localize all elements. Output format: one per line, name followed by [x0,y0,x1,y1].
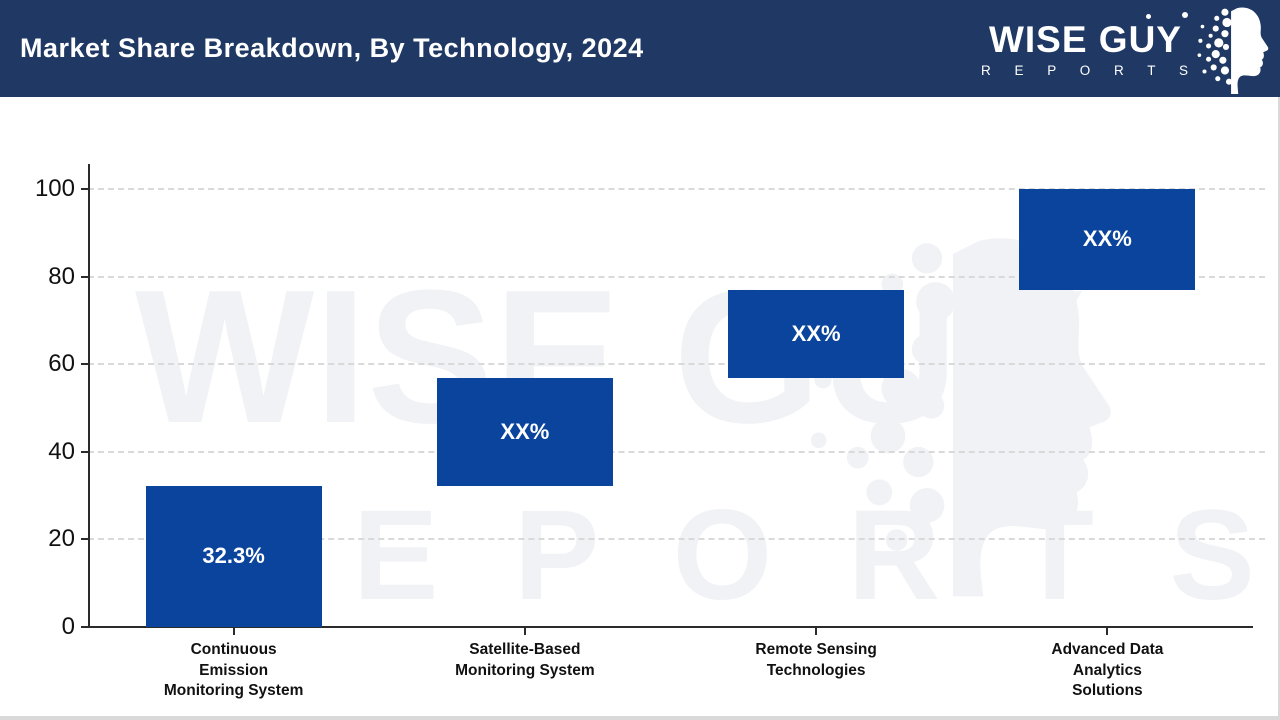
x-category-label-line: Monitoring System [163,682,304,699]
x-category-label-line: Remote Sensing [755,641,877,658]
y-axis-line [88,164,90,628]
x-category-label-line: Analytics [1072,661,1142,679]
wiseguy-face-logo-icon [1197,7,1269,94]
y-tick-mark [81,188,88,190]
waterfall-bar: XX% [1019,189,1196,290]
x-category-label-line: Monitoring System [455,661,595,679]
logo-accent-dot [1182,11,1188,18]
y-tick-mark [81,363,88,366]
x-category-label: Satellite-Based Monitoring System [385,640,665,681]
header-bar: Market Share Breakdown, By Technology, 2… [0,0,1280,97]
y-tick-label: 60 [48,350,75,378]
gridline-100 [88,188,1265,190]
y-tick-mark [81,450,88,453]
wiseguy-logo: WISE GUY R E P O R T S [973,3,1274,95]
waterfall-bar: XX% [728,289,905,379]
y-tick-label: 0 [61,613,75,640]
gridline-40 [88,450,1265,453]
y-tick-label: 20 [48,525,75,553]
x-category-label-line: Continuous [190,641,277,658]
x-category-label-line: Advanced Data [1051,641,1164,658]
logo-subtitle: R E P O R T S [980,62,1198,78]
x-category-label-line: Emission [199,661,269,679]
y-tick-label: 100 [34,175,75,202]
x-tick-mark [523,628,526,635]
bar-value-label: 32.3% [202,543,265,569]
y-tick-mark [81,626,88,628]
logo-wordmark: WISE GUY [988,18,1182,60]
x-category-label: Advanced Data Analytics Solutions [967,640,1247,702]
y-tick-mark [81,275,88,278]
logo-text: WISE GUY R E P O R T S [973,11,1198,78]
x-axis-line [88,626,1253,628]
bar-value-label: XX% [500,418,550,444]
x-tick-mark [1106,628,1109,635]
x-tick-mark [232,628,235,635]
gridline-80 [88,275,1265,278]
logo-accent-dot [1146,13,1151,19]
page-title: Market Share Breakdown, By Technology, 2… [20,33,644,63]
x-category-label: Remote Sensing Technologies [676,640,956,681]
waterfall-bar: XX% [436,378,613,486]
gridline-20 [88,538,1265,541]
waterfall-bar: 32.3% [145,485,322,627]
y-tick-mark [81,538,88,541]
x-category-label-line: Satellite-Based [469,641,581,658]
y-tick-label: 40 [48,437,75,465]
x-tick-mark [815,628,818,635]
x-category-label-line: Technologies [766,661,866,679]
bar-value-label: XX% [1082,226,1132,252]
gridline-60 [88,363,1265,366]
bar-value-label: XX% [791,320,841,346]
y-tick-label: 80 [48,262,75,290]
x-category-label: Continuous Emission Monitoring System [94,640,374,702]
x-category-label-line: Solutions [1072,682,1143,699]
